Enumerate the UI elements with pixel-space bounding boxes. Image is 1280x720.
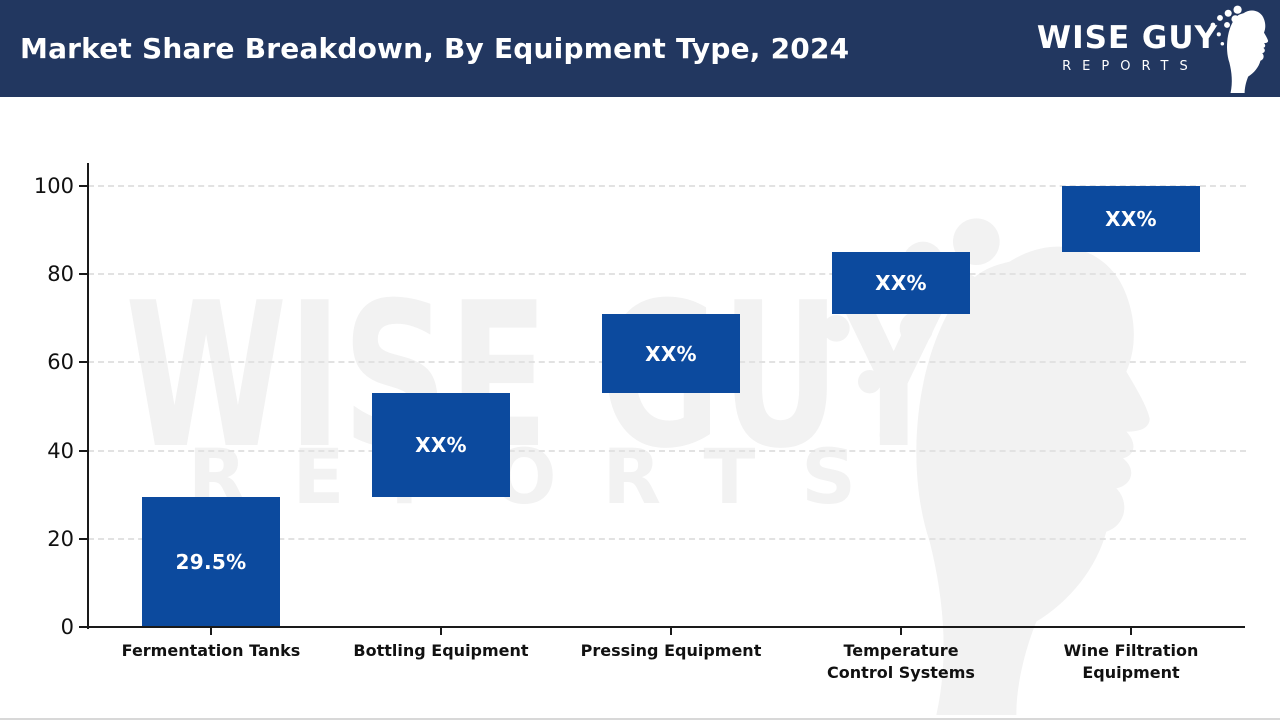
logo-line2: REPORTS	[1062, 59, 1199, 74]
x-tick	[670, 628, 672, 635]
gridline	[88, 449, 1246, 452]
bar-value-label: XX%	[1105, 207, 1157, 232]
x-tick	[1130, 628, 1132, 635]
bar-value-label: XX%	[415, 433, 467, 458]
header: Market Share Breakdown, By Equipment Typ…	[0, 0, 1280, 97]
y-tick	[79, 537, 88, 540]
x-category-label: Temperature Control Systems	[827, 641, 975, 682]
bar-value-label: XX%	[645, 341, 697, 366]
bar: XX%	[832, 252, 970, 314]
y-tick	[79, 361, 88, 364]
gridline	[88, 537, 1246, 540]
y-tick-label: 80	[47, 262, 74, 287]
gridline	[88, 185, 1246, 187]
x-tick	[900, 628, 902, 635]
y-tick-label: 60	[47, 350, 74, 375]
watermark-line1: WISE GUY	[125, 260, 949, 493]
bar-value-label: 29.5%	[175, 549, 247, 574]
logo-line1: WISE GUY	[1036, 20, 1218, 56]
x-category-label: Bottling Equipment	[353, 641, 529, 660]
y-axis-line	[87, 163, 89, 629]
bar: 29.5%	[142, 496, 280, 627]
watermark-line2: REPORTS	[188, 432, 856, 521]
y-tick-label: 100	[33, 174, 74, 198]
bar: XX%	[1062, 186, 1200, 253]
x-category-label: Wine Filtration Equipment	[1063, 641, 1199, 682]
x-category-label: Pressing Equipment	[580, 641, 762, 660]
x-tick	[440, 628, 442, 635]
y-tick-label: 20	[47, 526, 74, 551]
x-category-label: Fermentation Tanks	[121, 641, 301, 660]
logo: WISE GUY REPORTS	[1037, 5, 1270, 93]
y-tick-label: 0	[60, 615, 74, 639]
y-tick	[79, 449, 88, 452]
y-tick	[79, 273, 88, 276]
bottom-border	[0, 718, 1280, 720]
bar: XX%	[602, 313, 740, 394]
y-tick	[79, 185, 88, 187]
page-title: Market Share Breakdown, By Equipment Typ…	[20, 32, 850, 65]
y-tick	[79, 626, 88, 628]
bar: XX%	[372, 393, 510, 497]
gridline	[88, 273, 1246, 276]
logo-wordmark: WISE GUY REPORTS	[1036, 20, 1218, 75]
bar-value-label: XX%	[875, 271, 927, 295]
y-tick-label: 40	[47, 438, 74, 463]
x-tick	[210, 628, 212, 635]
x-axis-line	[87, 626, 1245, 628]
